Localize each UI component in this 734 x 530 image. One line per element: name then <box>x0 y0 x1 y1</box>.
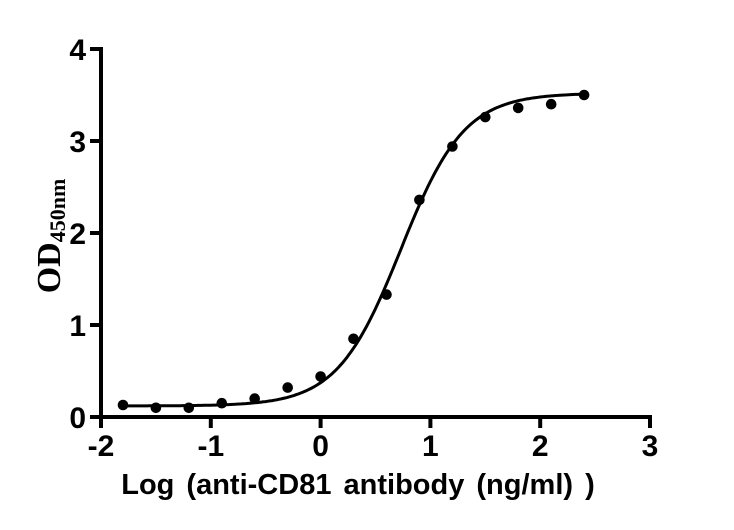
data-point <box>183 402 195 414</box>
data-point <box>249 393 260 404</box>
data-point <box>348 333 359 345</box>
y-tick-label: 3 <box>69 126 86 159</box>
data-point <box>414 194 425 206</box>
axis-tick-labels: -2 -1 0 1 2 3 0 1 2 3 4 <box>69 34 658 463</box>
y-tick-label: 1 <box>69 310 86 343</box>
data-point <box>447 141 458 152</box>
x-tick-label: -1 <box>197 430 224 463</box>
x-tick-label: 1 <box>422 430 439 463</box>
y-axis-title-subscript: 450nm <box>45 179 70 243</box>
data-point <box>545 98 557 110</box>
x-tick-label: -2 <box>88 430 115 463</box>
data-point <box>282 382 294 393</box>
y-axis-title: OD450nm <box>31 179 70 294</box>
x-tick-label: 2 <box>532 430 549 463</box>
data-point <box>512 102 524 114</box>
data-series <box>117 89 590 414</box>
x-tick-label: 3 <box>642 430 659 463</box>
x-tick-label: 0 <box>312 430 329 463</box>
x-axis-title: Log (anti-CD81 antibody (ng/ml) ) <box>121 469 595 501</box>
y-tick-label: 2 <box>69 218 86 251</box>
data-point <box>480 111 491 123</box>
data-point <box>381 289 392 300</box>
data-point <box>150 402 162 414</box>
data-point <box>315 371 326 382</box>
axes <box>90 47 652 428</box>
fit-curve <box>121 92 586 408</box>
y-tick-label: 0 <box>69 402 86 435</box>
data-point <box>216 397 228 409</box>
y-axis-title-main: OD <box>31 242 68 293</box>
y-tick-label: 4 <box>69 34 86 67</box>
data-point <box>117 399 129 411</box>
data-point <box>578 89 590 101</box>
